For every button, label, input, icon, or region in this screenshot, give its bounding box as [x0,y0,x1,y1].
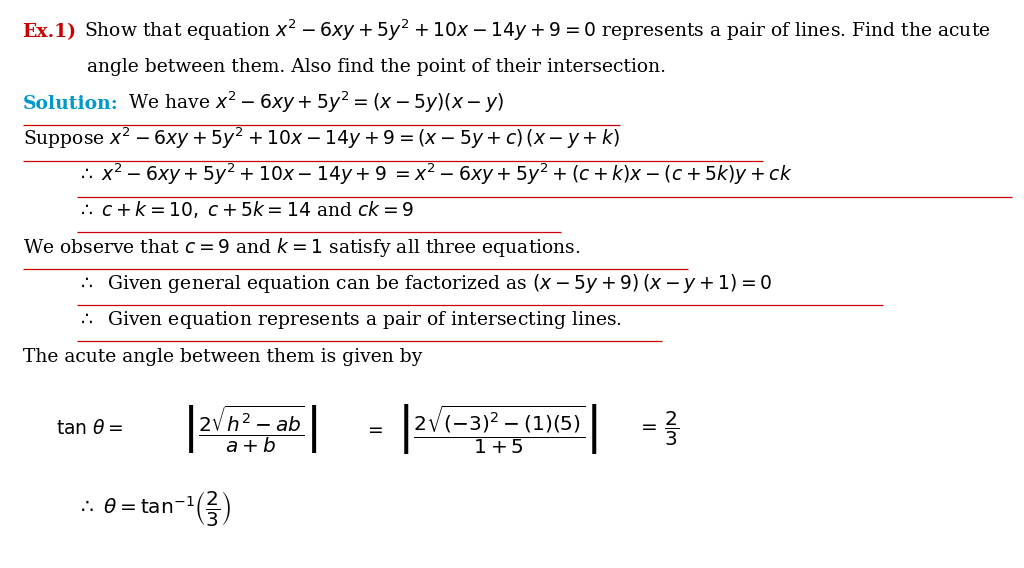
Text: $\left|\dfrac{2\sqrt{h^2-ab}}{a+b}\right|$: $\left|\dfrac{2\sqrt{h^2-ab}}{a+b}\right… [182,403,317,455]
Text: Solution:: Solution: [23,95,119,113]
Text: $\left|\dfrac{2\sqrt{(-3)^2-(1)(5)}}{1+5}\right|$: $\left|\dfrac{2\sqrt{(-3)^2-(1)(5)}}{1+5… [397,402,598,456]
Text: We observe that $c=9$ and $k=1$ satisfy all three equations.: We observe that $c=9$ and $k=1$ satisfy … [23,236,581,259]
Text: $\therefore\;\theta=\tan^{-1}\!\left(\dfrac{2}{3}\right)$: $\therefore\;\theta=\tan^{-1}\!\left(\df… [77,489,231,528]
Text: Ex.1): Ex.1) [23,23,77,41]
Text: The acute angle between them is given by: The acute angle between them is given by [23,348,422,366]
Text: $\therefore\;x^2-6xy+5y^2+10x-14y+9\;=x^2-6xy+5y^2+(c+k)x-(c+5k)y+ck$: $\therefore\;x^2-6xy+5y^2+10x-14y+9\;=x^… [77,161,793,187]
Text: $\therefore\;c+k=10,\;c+5k=14$ and $ck=9$: $\therefore\;c+k=10,\;c+5k=14$ and $ck=9… [77,199,414,220]
Text: angle between them. Also find the point of their intersection.: angle between them. Also find the point … [87,58,666,76]
Text: Suppose $x^2-6xy+5y^2+10x-14y+9=(x-5y+c)\,(x-y+k)$: Suppose $x^2-6xy+5y^2+10x-14y+9=(x-5y+c)… [23,126,620,151]
Text: $\tan\,\theta =$: $\tan\,\theta =$ [56,419,124,438]
Text: $\therefore\;$ Given equation represents a pair of intersecting lines.: $\therefore\;$ Given equation represents… [77,309,622,331]
Text: Show that equation $x^2-6xy+5y^2+10x-14y+9=0$ represents a pair of lines. Find t: Show that equation $x^2-6xy+5y^2+10x-14y… [84,18,990,43]
Text: $=\,\dfrac{2}{3}$: $=\,\dfrac{2}{3}$ [637,410,680,448]
Text: $=$: $=$ [364,420,383,438]
Text: We have $x^2-6xy+5y^2=(x-5y)(x-y)$: We have $x^2-6xy+5y^2=(x-5y)(x-y)$ [128,90,504,115]
Text: $\therefore\;$ Given general equation can be factorized as $(x-5y+9)\,(x-y+1)=0$: $\therefore\;$ Given general equation ca… [77,272,772,295]
